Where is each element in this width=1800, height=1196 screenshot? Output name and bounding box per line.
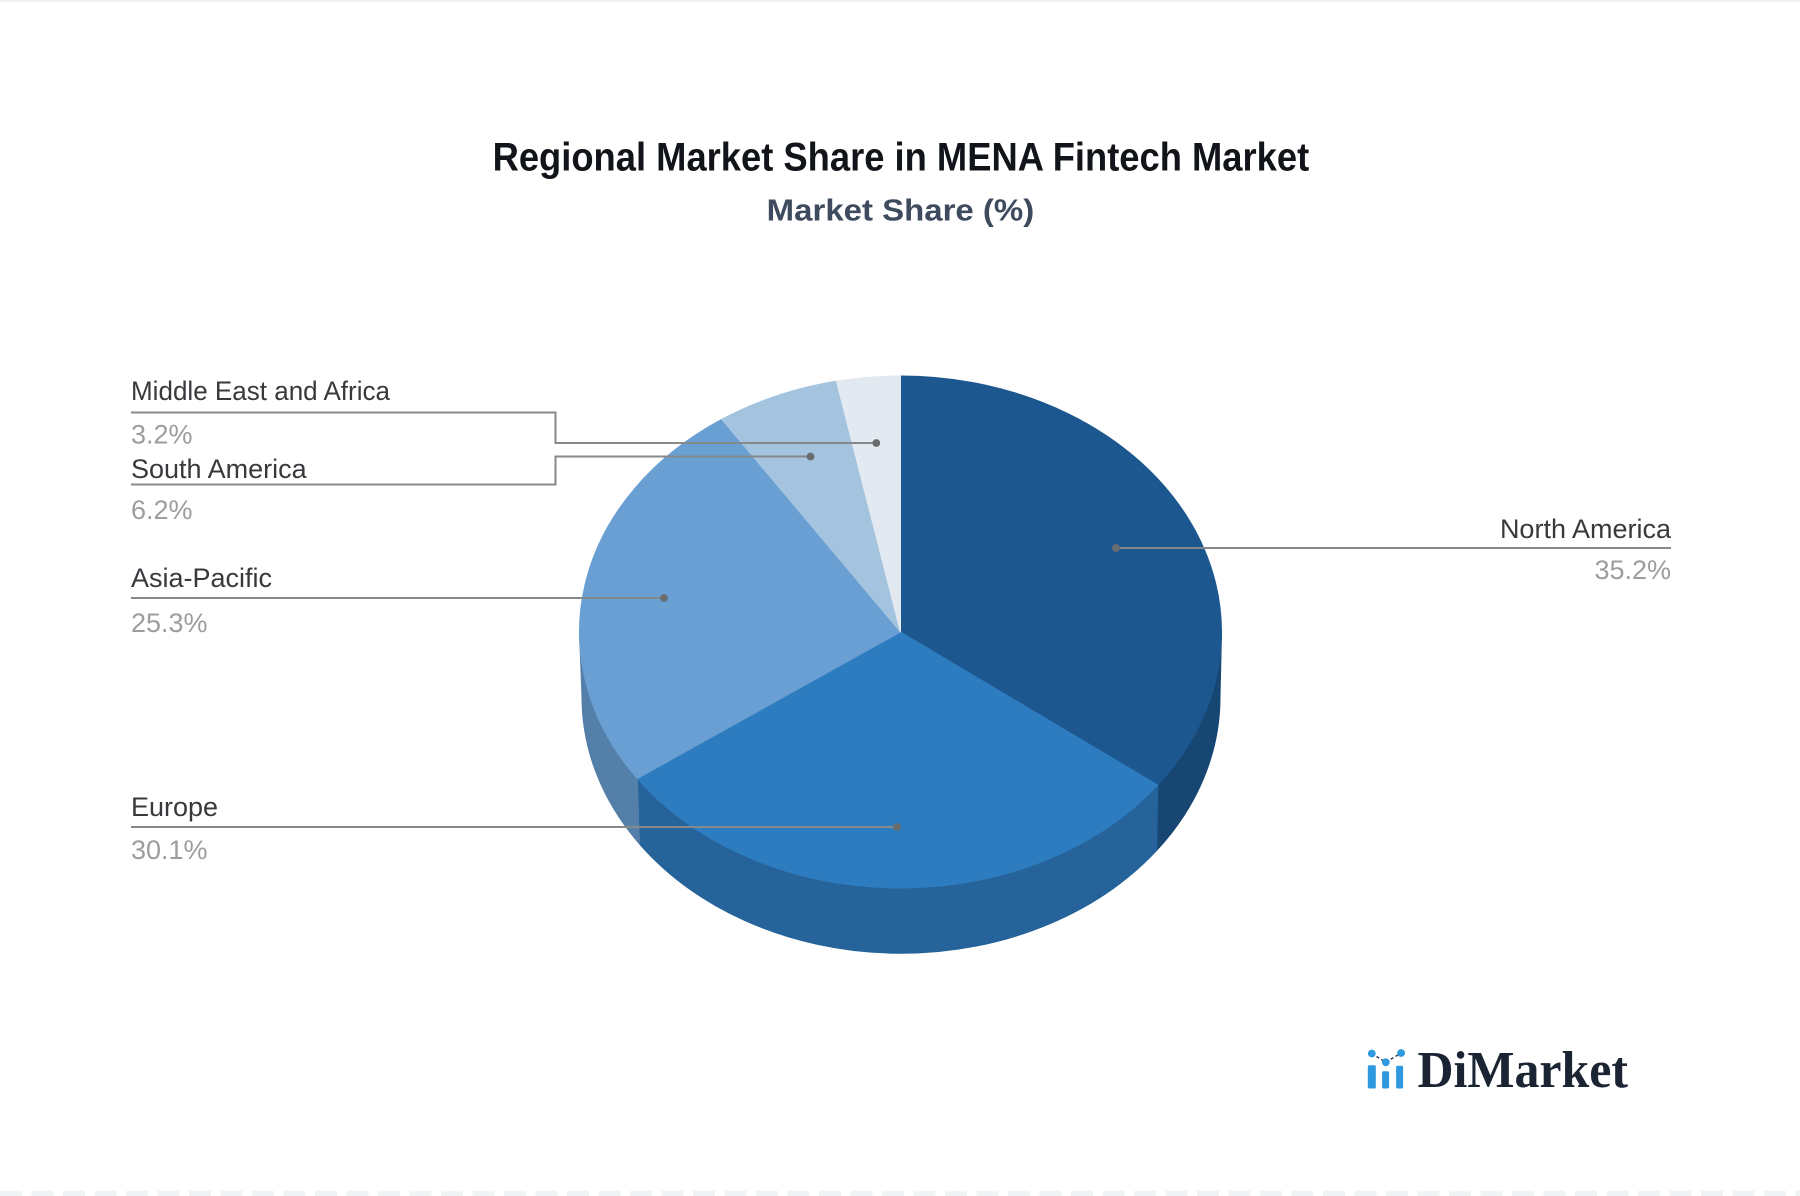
svg-text:35.2%: 35.2% (1594, 555, 1671, 585)
svg-text:3.2%: 3.2% (131, 420, 193, 450)
svg-text:Market Share (%): Market Share (%) (767, 193, 1034, 228)
svg-text:DiMarket: DiMarket (1418, 1042, 1629, 1099)
svg-text:Europe: Europe (131, 792, 218, 822)
svg-text:30.1%: 30.1% (131, 835, 208, 865)
svg-text:Asia-Pacific: Asia-Pacific (131, 563, 272, 593)
svg-text:6.2%: 6.2% (131, 495, 193, 525)
svg-text:South America: South America (131, 454, 308, 484)
svg-text:Regional Market Share in MENA: Regional Market Share in MENA Fintech Ma… (493, 135, 1310, 179)
svg-text:North America: North America (1500, 514, 1672, 544)
svg-text:25.3%: 25.3% (131, 608, 208, 638)
svg-text:Middle East and Africa: Middle East and Africa (131, 376, 391, 406)
